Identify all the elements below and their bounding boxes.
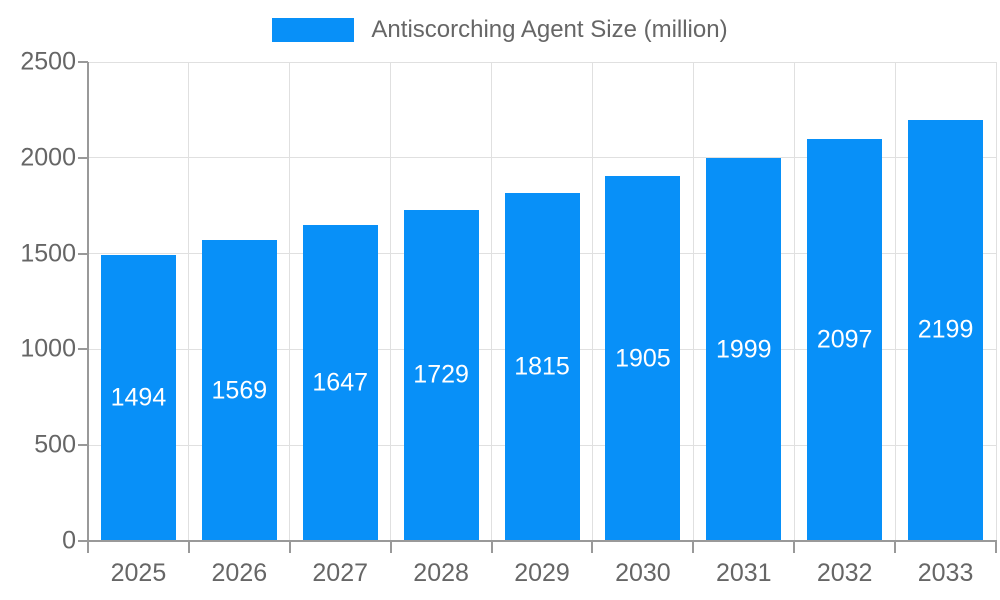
bar[interactable]: 2199 <box>908 119 984 541</box>
bar[interactable]: 1729 <box>403 209 479 541</box>
v-gridline <box>894 62 896 541</box>
x-axis-tick <box>288 541 291 553</box>
x-axis-tick <box>793 541 796 553</box>
v-gridline <box>390 62 392 541</box>
v-gridline <box>188 62 190 541</box>
y-axis-label: 1000 <box>20 334 76 363</box>
legend-swatch-icon <box>272 18 355 42</box>
y-axis-tick <box>78 444 88 447</box>
h-gridline <box>88 61 996 63</box>
y-axis-tick <box>78 252 88 255</box>
bar-value-label: 1999 <box>715 335 772 363</box>
plot-area: 0 500 1000 1500 2000 2500 2025 1494 2026 1569 2027… <box>20 49 997 586</box>
bar-value-label: 2097 <box>816 325 873 354</box>
y-axis-tick <box>78 348 88 351</box>
h-gridline <box>88 157 996 159</box>
v-gridline <box>289 62 291 541</box>
v-gridline <box>491 62 493 541</box>
x-axis-label: 2033 <box>917 559 974 587</box>
bar[interactable]: 2097 <box>807 139 883 541</box>
bar-value-label: 1569 <box>211 376 268 405</box>
v-gridline <box>591 62 593 541</box>
bar-value-label: 1905 <box>615 344 671 373</box>
x-axis-tick <box>995 541 997 553</box>
y-axis-tick <box>78 540 88 542</box>
x-axis-tick <box>591 541 594 553</box>
bar-value-label: 1494 <box>110 383 167 412</box>
legend-label: Antiscorching Agent Size (million) <box>371 16 728 43</box>
bar-value-label: 1729 <box>413 360 469 389</box>
x-axis-label: 2026 <box>211 559 268 587</box>
y-axis-label: 2000 <box>20 143 76 172</box>
y-axis-tick <box>78 156 88 159</box>
bar[interactable]: 1494 <box>100 254 176 541</box>
y-axis-label: 2500 <box>20 47 76 76</box>
v-gridline <box>692 62 694 541</box>
bar-value-label: 2199 <box>917 315 974 344</box>
bar-value-label: 1815 <box>514 352 570 381</box>
x-axis-label: 2025 <box>110 559 167 587</box>
x-axis-tick <box>389 541 392 553</box>
v-gridline <box>995 62 997 541</box>
bar-value-label: 1647 <box>312 368 369 397</box>
bar[interactable]: 1647 <box>302 225 378 541</box>
x-axis-tick <box>187 541 190 553</box>
y-axis-label: 0 <box>62 526 76 555</box>
y-axis-label: 500 <box>34 430 76 459</box>
v-gridline <box>793 62 795 541</box>
x-axis-label: 2028 <box>413 559 469 587</box>
bar[interactable]: 1815 <box>504 193 580 541</box>
bar[interactable]: 1569 <box>201 240 277 541</box>
bar[interactable]: 1999 <box>706 158 782 541</box>
x-axis-label: 2031 <box>715 559 772 587</box>
x-axis-line <box>87 540 997 542</box>
x-axis-tick <box>692 541 695 553</box>
x-axis-label: 2030 <box>615 559 671 587</box>
x-axis-tick <box>87 541 89 553</box>
x-axis-tick <box>490 541 493 553</box>
x-axis-label: 2029 <box>514 559 570 587</box>
y-axis-line <box>87 62 89 541</box>
y-axis-label: 1500 <box>20 239 76 268</box>
x-axis-label: 2032 <box>816 559 873 587</box>
bar[interactable]: 1905 <box>605 176 681 541</box>
legend-item[interactable]: Antiscorching Agent Size (million) <box>0 16 1000 44</box>
x-axis-label: 2027 <box>312 559 369 587</box>
y-axis-tick <box>78 61 88 63</box>
x-axis-tick <box>894 541 897 553</box>
